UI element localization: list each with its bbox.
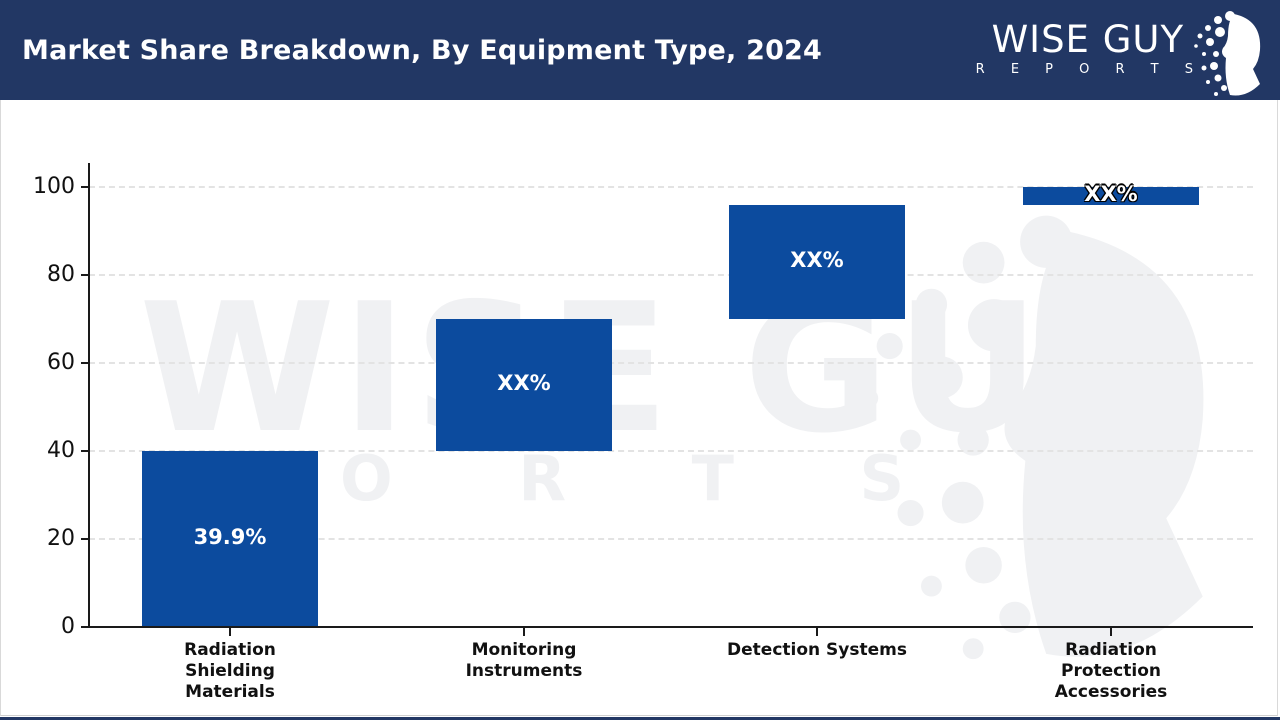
x-axis-spine bbox=[88, 626, 1253, 628]
x-category-label-1: Radiation Shielding Materials bbox=[184, 640, 276, 702]
x-tick-1 bbox=[229, 628, 231, 636]
y-tick-100 bbox=[81, 186, 89, 188]
bar-label-1: 39.9% bbox=[193, 525, 267, 550]
x-category-label-2: Monitoring Instruments bbox=[465, 640, 583, 681]
y-tick-label-40: 40 bbox=[47, 438, 75, 463]
footer-strip bbox=[0, 717, 1280, 720]
y-tick-label-60: 60 bbox=[47, 350, 75, 375]
x-tick-4 bbox=[1110, 628, 1112, 636]
y-tick-60 bbox=[81, 362, 89, 364]
y-tick-label-100: 100 bbox=[33, 174, 75, 199]
bar-3 bbox=[729, 204, 905, 319]
brand-logo-text: WISE GUY R E P O R T S bbox=[972, 18, 1204, 78]
gridline-60 bbox=[89, 362, 1253, 364]
bar-4 bbox=[1023, 187, 1199, 205]
watermark-text-1: WISE GUY bbox=[139, 265, 1181, 472]
page-title: Market Share Breakdown, By Equipment Typ… bbox=[22, 34, 823, 66]
brand-logo-line2: R E P O R T S bbox=[975, 62, 1204, 77]
brand-logo-line1: WISE GUY bbox=[991, 18, 1185, 61]
brand-logo: WISE GUY R E P O R T S bbox=[976, 6, 1262, 96]
y-tick-20 bbox=[81, 538, 89, 540]
gridline-100 bbox=[89, 186, 1253, 188]
y-tick-40 bbox=[81, 450, 89, 452]
x-category-label-3: Detection Systems bbox=[727, 640, 907, 660]
bar-label-2: XX% bbox=[497, 371, 551, 396]
bar-1 bbox=[142, 451, 318, 627]
bar-2 bbox=[436, 319, 612, 452]
header-bar: Market Share Breakdown, By Equipment Typ… bbox=[0, 0, 1280, 100]
y-tick-label-0: 0 bbox=[61, 614, 75, 639]
y-tick-label-80: 80 bbox=[47, 262, 75, 287]
gridline-80 bbox=[89, 274, 1253, 276]
gridline-40 bbox=[89, 450, 1253, 452]
y-tick-label-20: 20 bbox=[47, 526, 75, 551]
x-tick-3 bbox=[816, 628, 818, 636]
x-tick-2 bbox=[523, 628, 525, 636]
y-axis-spine bbox=[88, 163, 90, 628]
x-category-label-4: Radiation Protection Accessories bbox=[1054, 640, 1168, 702]
gridline-20 bbox=[89, 538, 1253, 540]
brand-face-icon bbox=[1194, 11, 1261, 96]
y-tick-80 bbox=[81, 274, 89, 276]
bar-label-4: XX% bbox=[1084, 181, 1138, 206]
y-tick-0 bbox=[81, 626, 89, 628]
bar-label-3: XX% bbox=[790, 247, 844, 272]
